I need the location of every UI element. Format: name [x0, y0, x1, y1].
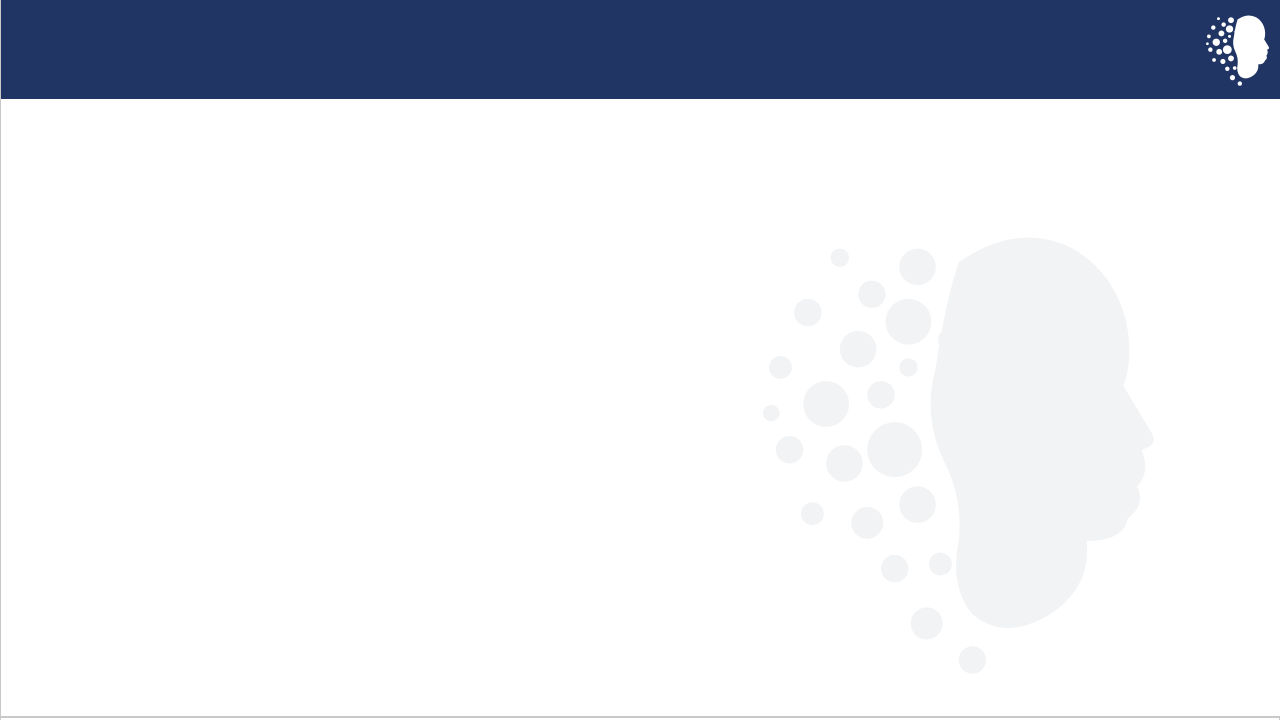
waterfall-chart: [1, 99, 1280, 716]
watermark-head-icon: [763, 237, 1154, 674]
page-bottom-border: [1, 716, 1280, 718]
wise-guy-logo: [1023, 0, 1273, 99]
logo-head-icon: [1206, 15, 1270, 86]
header-bar: [1, 0, 1280, 99]
